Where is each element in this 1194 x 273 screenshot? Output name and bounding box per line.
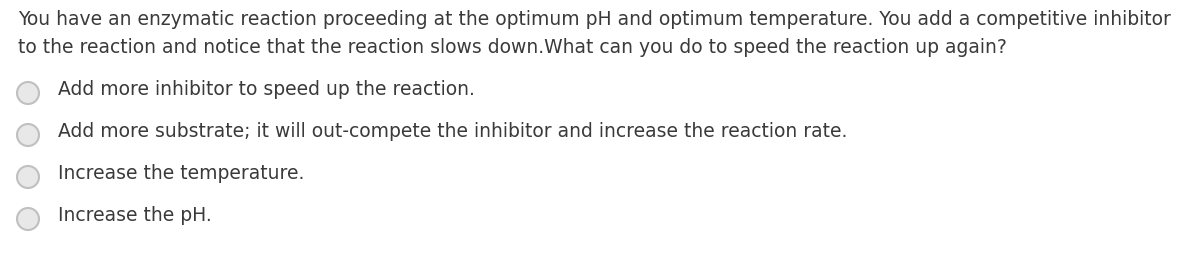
Ellipse shape xyxy=(17,124,39,146)
Text: Increase the temperature.: Increase the temperature. xyxy=(59,164,304,183)
Text: Add more substrate; it will out-compete the inhibitor and increase the reaction : Add more substrate; it will out-compete … xyxy=(59,122,848,141)
Ellipse shape xyxy=(17,208,39,230)
Text: You have an enzymatic reaction proceeding at the optimum pH and optimum temperat: You have an enzymatic reaction proceedin… xyxy=(18,10,1171,29)
Ellipse shape xyxy=(17,166,39,188)
Text: Add more inhibitor to speed up the reaction.: Add more inhibitor to speed up the react… xyxy=(59,80,475,99)
Ellipse shape xyxy=(17,82,39,104)
Text: to the reaction and notice that the reaction slows down.What can you do to speed: to the reaction and notice that the reac… xyxy=(18,38,1007,57)
Text: Increase the pH.: Increase the pH. xyxy=(59,206,211,225)
